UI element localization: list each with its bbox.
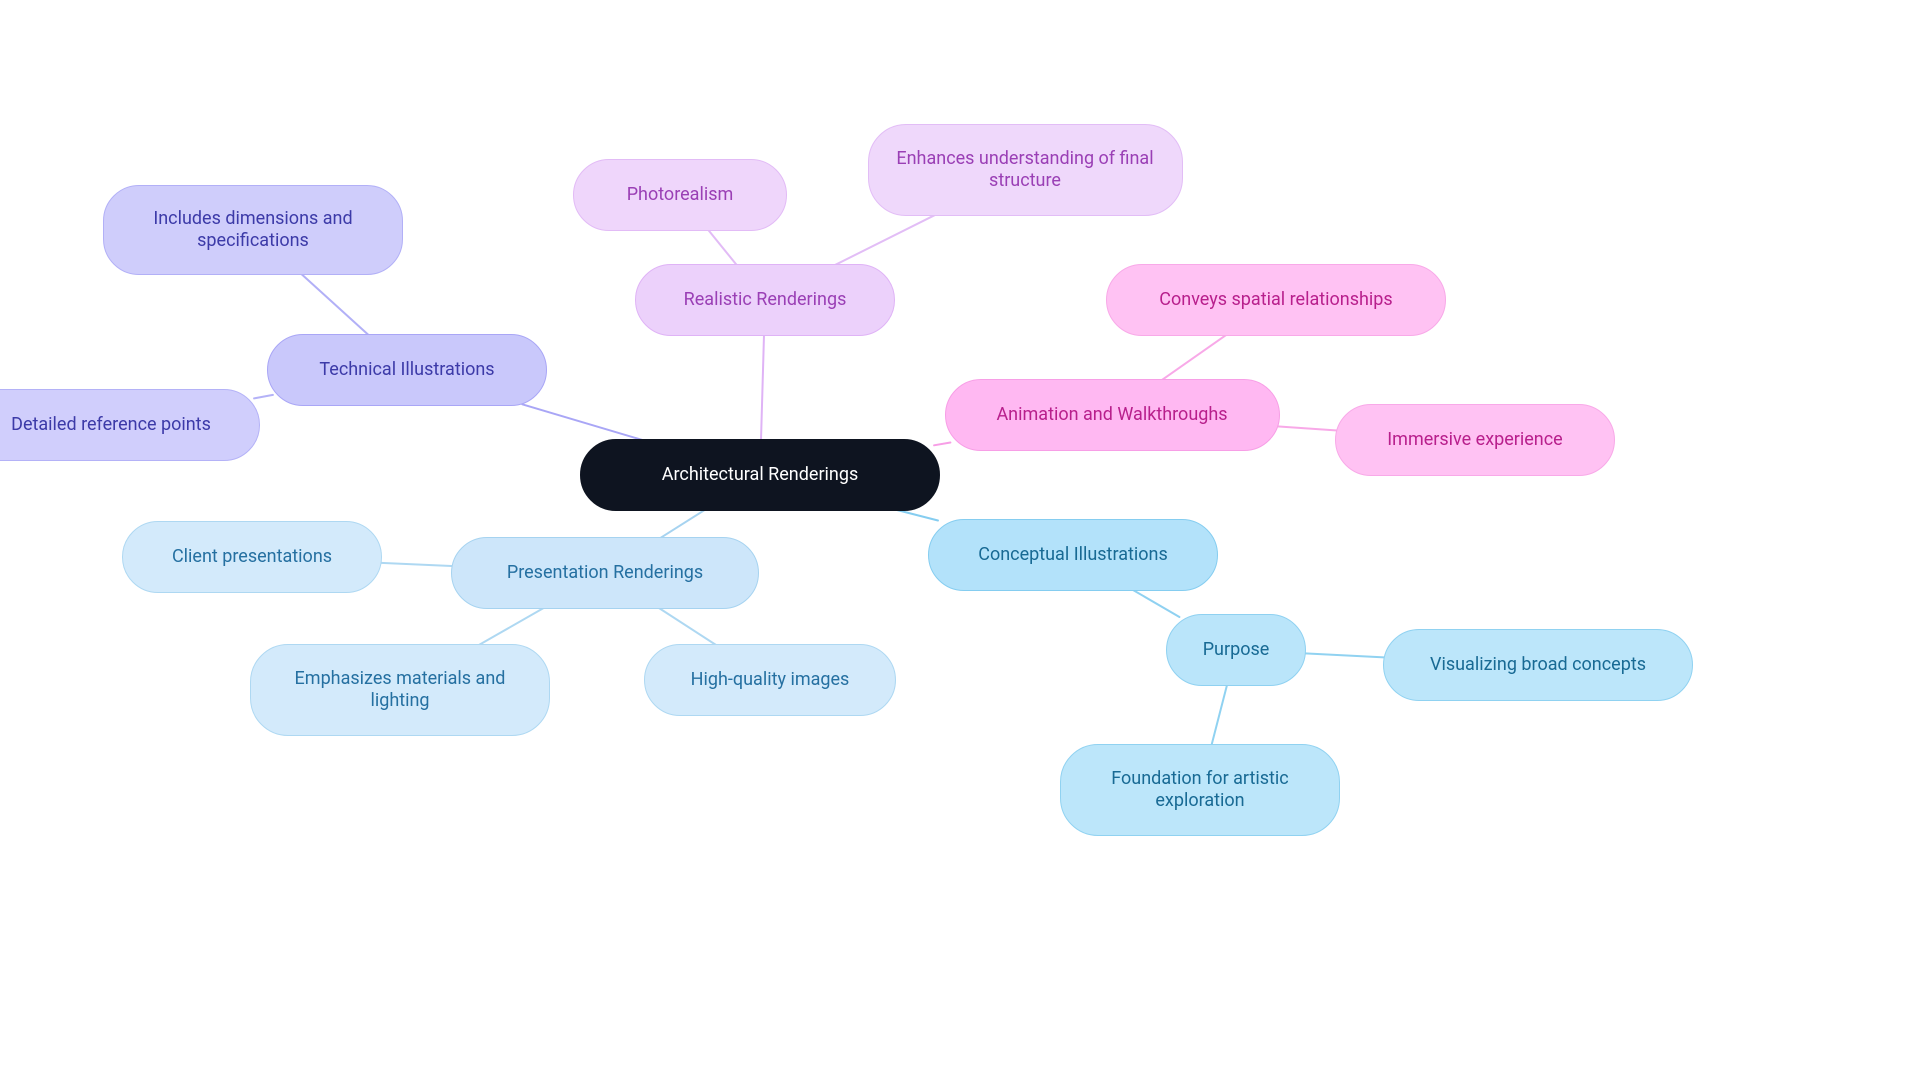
node-tech-ref: Detailed reference points xyxy=(0,389,260,461)
edge-tech-to-tech-dim xyxy=(298,271,372,338)
edge-pres-to-pres-client xyxy=(376,563,457,567)
node-label: Immersive experience xyxy=(1387,429,1562,452)
edge-root-to-real xyxy=(761,330,764,445)
node-real-enh: Enhances understanding of final structur… xyxy=(868,124,1183,216)
node-label: High-quality images xyxy=(691,669,850,692)
node-pres-hq: High-quality images xyxy=(644,644,896,716)
node-label: Presentation Renderings xyxy=(507,562,703,585)
edge-pres-to-pres-hq xyxy=(655,606,719,648)
node-pres-client: Client presentations xyxy=(122,521,382,593)
node-label: Includes dimensions and specifications xyxy=(122,208,384,253)
mindmap-canvas: Architectural Renderings Technical Illust… xyxy=(0,0,1920,1083)
edge-root-to-pres xyxy=(657,508,708,540)
node-conc: Conceptual Illustrations xyxy=(928,519,1218,591)
node-conc-found: Foundation for artistic exploration xyxy=(1060,744,1340,836)
node-root: Architectural Renderings xyxy=(580,439,940,511)
node-label: Enhances understanding of final structur… xyxy=(887,148,1164,193)
node-label: Foundation for artistic exploration xyxy=(1079,768,1321,813)
edge-root-to-anim xyxy=(934,443,950,446)
node-pres-mat: Emphasizes materials and lighting xyxy=(250,644,550,736)
node-label: Architectural Renderings xyxy=(662,464,859,487)
node-conc-vis: Visualizing broad concepts xyxy=(1383,629,1693,701)
node-real: Realistic Renderings xyxy=(635,264,895,336)
node-label: Purpose xyxy=(1203,639,1270,662)
edge-root-to-tech xyxy=(522,404,644,440)
node-real-photo: Photorealism xyxy=(573,159,787,231)
node-label: Conveys spatial relationships xyxy=(1159,289,1392,312)
node-label: Detailed reference points xyxy=(11,414,211,437)
node-anim: Animation and Walkthroughs xyxy=(945,379,1280,451)
node-label: Client presentations xyxy=(172,546,332,569)
edge-conc-purpose-to-conc-vis xyxy=(1300,653,1389,657)
node-tech: Technical Illustrations xyxy=(267,334,547,406)
node-label: Realistic Renderings xyxy=(684,289,847,312)
edge-conc-to-conc-purpose xyxy=(1130,588,1180,617)
node-tech-dim: Includes dimensions and specifications xyxy=(103,185,403,275)
edge-conc-purpose-to-conc-found xyxy=(1210,680,1228,750)
edge-anim-to-anim-spat xyxy=(1158,333,1229,383)
edge-root-to-conc xyxy=(895,510,938,521)
node-label: Animation and Walkthroughs xyxy=(996,404,1227,427)
node-label: Emphasizes materials and lighting xyxy=(269,668,531,713)
node-pres: Presentation Renderings xyxy=(451,537,759,609)
node-conc-purpose: Purpose xyxy=(1166,614,1306,686)
node-label: Photorealism xyxy=(627,184,734,207)
node-label: Technical Illustrations xyxy=(319,359,494,382)
node-anim-imm: Immersive experience xyxy=(1335,404,1615,476)
edge-real-to-real-photo xyxy=(705,226,739,268)
node-anim-spat: Conveys spatial relationships xyxy=(1106,264,1446,336)
node-label: Visualizing broad concepts xyxy=(1430,654,1646,677)
edge-anim-to-anim-imm xyxy=(1274,426,1341,431)
edge-real-to-real-enh xyxy=(832,213,939,266)
node-label: Conceptual Illustrations xyxy=(978,544,1168,567)
edge-tech-to-tech-ref xyxy=(254,395,273,398)
edge-pres-to-pres-mat xyxy=(475,606,547,647)
